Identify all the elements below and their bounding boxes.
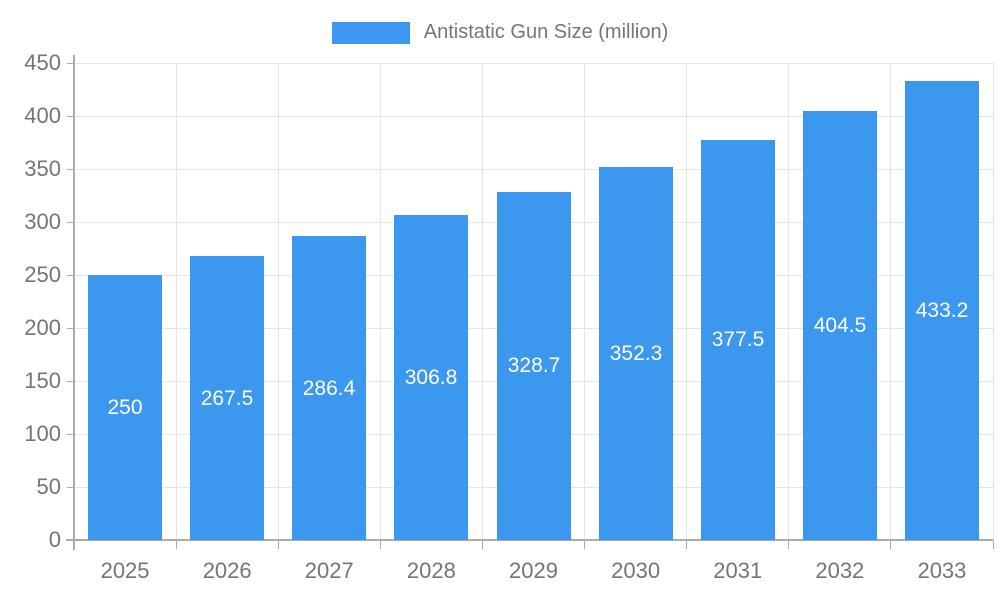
bar[interactable]: 306.8 — [394, 214, 468, 540]
y-axis-tick-label: 100 — [24, 421, 61, 446]
x-axis-tick — [175, 540, 177, 549]
bar[interactable]: 404.5 — [803, 111, 877, 540]
bar[interactable]: 433.2 — [905, 80, 979, 540]
x-axis-tick-label: 2027 — [304, 558, 354, 583]
x-axis-tick-label: 2028 — [406, 558, 456, 583]
bar[interactable]: 286.4 — [292, 236, 366, 540]
bar-value-label: 286.4 — [302, 376, 356, 400]
bar[interactable]: 377.5 — [701, 139, 775, 540]
x-axis-tick-label: 2025 — [100, 558, 150, 583]
bar-value-label: 433.2 — [915, 298, 969, 322]
y-axis-tick-label: 400 — [24, 103, 61, 128]
gridline-vertical — [890, 63, 892, 540]
x-axis-tick — [686, 540, 688, 549]
y-axis-tick-label: 300 — [24, 209, 61, 234]
gridline-vertical — [277, 63, 279, 540]
gridline-vertical — [788, 63, 790, 540]
y-axis-tick-label: 0 — [48, 527, 61, 552]
bar-value-label: 404.5 — [813, 314, 867, 338]
gridline-vertical — [686, 63, 688, 540]
y-axis-tick-label: 250 — [24, 262, 61, 287]
bar-value-label: 267.5 — [200, 386, 254, 410]
gridline-vertical — [584, 63, 586, 540]
bar[interactable]: 328.7 — [497, 191, 571, 540]
bar-value-label: 352.3 — [609, 341, 663, 365]
bar-value-label: 328.7 — [507, 354, 561, 378]
bar[interactable]: 267.5 — [190, 256, 264, 540]
gridline-vertical — [175, 63, 177, 540]
x-axis-tick-label: 2030 — [611, 558, 661, 583]
x-axis-tick-label: 2033 — [917, 558, 967, 583]
y-axis-tick — [67, 115, 73, 117]
bar[interactable]: 250 — [88, 275, 162, 540]
x-axis-tick-label: 2032 — [815, 558, 865, 583]
y-axis-tick — [67, 62, 73, 64]
y-axis-line — [73, 55, 75, 550]
y-axis-tick — [67, 380, 73, 382]
legend-label: Antistatic Gun Size (million) — [423, 21, 669, 43]
x-axis-tick — [788, 540, 790, 549]
x-axis-tick — [379, 540, 381, 549]
x-axis-tick — [992, 540, 994, 549]
y-axis-tick — [67, 539, 73, 541]
x-axis-tick — [481, 540, 483, 549]
y-axis-tick-label: 50 — [36, 474, 61, 499]
x-axis-tick-label: 2029 — [509, 558, 558, 583]
bar-value-label: 250 — [107, 396, 143, 419]
x-axis-tick-label: 2026 — [202, 558, 252, 583]
y-axis-tick-label: 450 — [24, 50, 61, 75]
gridline-vertical — [992, 63, 994, 540]
x-axis-tick — [584, 540, 586, 549]
gridline-horizontal — [74, 62, 993, 64]
y-axis-tick — [67, 433, 73, 435]
gridline-vertical — [379, 63, 381, 540]
bar-value-label: 306.8 — [404, 365, 458, 389]
x-axis-tick — [277, 540, 279, 549]
x-axis-line — [66, 539, 993, 541]
x-axis-tick-label: 2031 — [713, 558, 763, 583]
y-axis-tick-label: 200 — [24, 315, 61, 340]
bar-value-label: 377.5 — [711, 328, 765, 352]
y-axis-tick — [67, 327, 73, 329]
legend-item[interactable]: Antistatic Gun Size (million) — [0, 21, 1000, 44]
y-axis-tick — [67, 221, 73, 223]
gridline-horizontal — [74, 115, 993, 117]
y-axis-tick-label: 350 — [24, 156, 61, 181]
gridline-horizontal — [74, 168, 993, 170]
bar[interactable]: 352.3 — [599, 166, 673, 540]
x-axis-tick — [890, 540, 892, 549]
y-axis-tick — [67, 486, 73, 488]
y-axis-tick — [67, 274, 73, 276]
legend-swatch — [331, 21, 410, 44]
x-axis-tick — [73, 540, 75, 549]
y-axis-tick — [67, 168, 73, 170]
y-axis-tick-label: 150 — [24, 368, 61, 393]
gridline-vertical — [481, 63, 483, 540]
